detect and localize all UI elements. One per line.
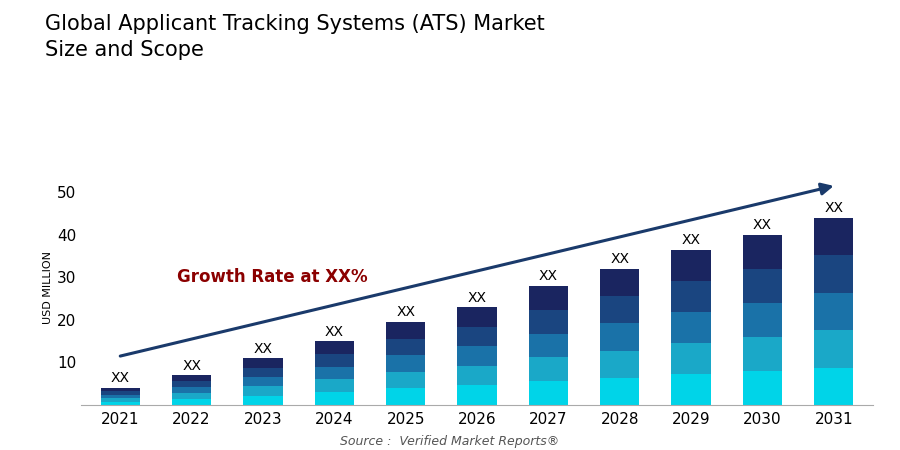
Bar bbox=[742, 371, 782, 405]
Text: XX: XX bbox=[182, 359, 201, 373]
Bar bbox=[742, 337, 782, 371]
Bar bbox=[386, 388, 426, 405]
Bar bbox=[814, 218, 853, 255]
Bar bbox=[172, 387, 212, 393]
Text: XX: XX bbox=[610, 252, 629, 266]
Bar bbox=[671, 281, 711, 312]
Bar bbox=[671, 343, 711, 374]
Y-axis label: USD MILLION: USD MILLION bbox=[42, 252, 52, 324]
Text: XX: XX bbox=[753, 218, 772, 232]
Bar bbox=[243, 358, 283, 368]
Bar bbox=[528, 286, 568, 310]
Bar bbox=[101, 395, 140, 398]
Bar bbox=[243, 396, 283, 405]
Text: XX: XX bbox=[396, 306, 415, 320]
Bar bbox=[243, 368, 283, 377]
Bar bbox=[528, 333, 568, 357]
Text: Growth Rate at XX%: Growth Rate at XX% bbox=[177, 268, 368, 286]
Bar bbox=[814, 368, 853, 405]
Text: Global Applicant Tracking Systems (ATS) Market
Size and Scope: Global Applicant Tracking Systems (ATS) … bbox=[45, 14, 544, 60]
Bar bbox=[600, 351, 639, 378]
Bar bbox=[315, 354, 354, 367]
Bar bbox=[528, 381, 568, 405]
Bar bbox=[742, 303, 782, 337]
Bar bbox=[671, 312, 711, 343]
Bar bbox=[315, 392, 354, 405]
Bar bbox=[457, 327, 497, 346]
Bar bbox=[671, 374, 711, 405]
Text: XX: XX bbox=[467, 291, 487, 305]
Bar bbox=[386, 355, 426, 372]
Bar bbox=[386, 339, 426, 355]
Bar bbox=[101, 401, 140, 405]
Bar bbox=[457, 386, 497, 405]
Bar bbox=[386, 322, 426, 339]
Bar bbox=[101, 388, 140, 392]
Bar bbox=[457, 346, 497, 366]
Text: XX: XX bbox=[681, 233, 700, 247]
Text: XX: XX bbox=[539, 269, 558, 284]
Bar bbox=[600, 296, 639, 323]
Bar bbox=[172, 399, 212, 405]
Bar bbox=[243, 377, 283, 386]
Bar bbox=[457, 307, 497, 327]
Bar bbox=[600, 269, 639, 296]
Bar bbox=[386, 372, 426, 388]
Bar bbox=[742, 269, 782, 303]
Bar bbox=[600, 378, 639, 405]
Text: XX: XX bbox=[824, 201, 843, 215]
Bar bbox=[315, 341, 354, 354]
Bar bbox=[172, 381, 212, 387]
Bar bbox=[742, 235, 782, 269]
Bar bbox=[101, 398, 140, 401]
Bar bbox=[457, 366, 497, 386]
Bar bbox=[528, 357, 568, 381]
Bar bbox=[528, 310, 568, 333]
Bar bbox=[814, 292, 853, 330]
Bar bbox=[172, 375, 212, 381]
Text: XX: XX bbox=[325, 324, 344, 339]
Bar bbox=[671, 250, 711, 281]
Bar bbox=[315, 379, 354, 392]
Bar bbox=[315, 367, 354, 379]
Text: Source :  Verified Market Reports®: Source : Verified Market Reports® bbox=[340, 436, 560, 449]
Bar bbox=[814, 330, 853, 368]
Text: XX: XX bbox=[111, 371, 130, 386]
Bar bbox=[814, 255, 853, 292]
Bar bbox=[600, 323, 639, 351]
Bar bbox=[101, 392, 140, 395]
Text: XX: XX bbox=[254, 342, 273, 356]
Bar bbox=[172, 393, 212, 399]
Bar bbox=[243, 386, 283, 396]
